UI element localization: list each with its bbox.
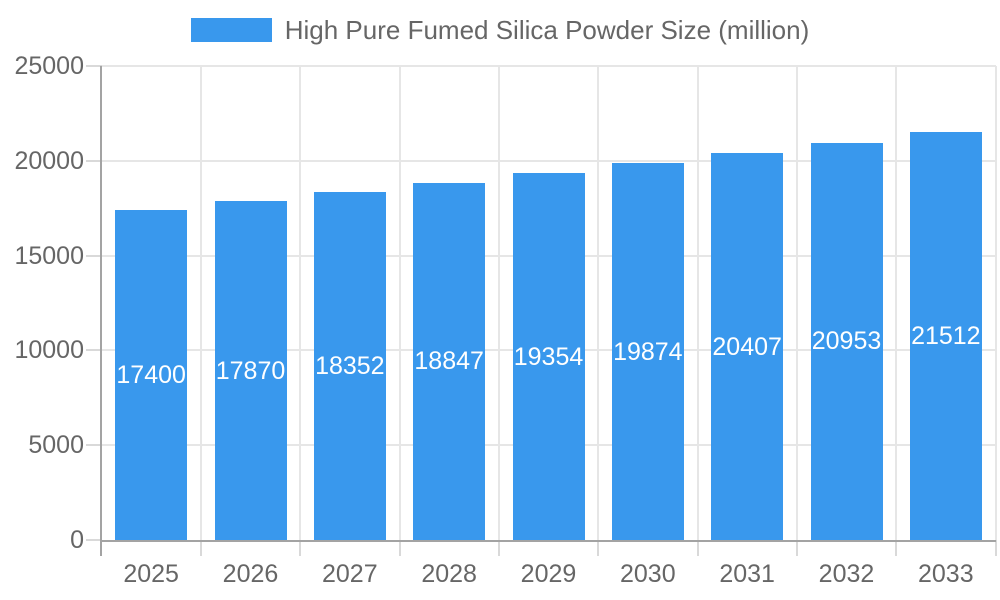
y-tick-label: 0	[70, 526, 84, 554]
v-gridline	[299, 66, 302, 540]
x-tick	[199, 540, 202, 556]
bar-value-label: 17400	[116, 361, 186, 390]
legend-item[interactable]: High Pure Fumed Silica Powder Size (mill…	[0, 15, 1000, 45]
y-tick	[85, 254, 102, 257]
v-gridline	[696, 66, 699, 540]
bar-value-label: 21512	[911, 322, 981, 351]
v-gridline	[199, 66, 202, 540]
x-tick-label: 2027	[322, 560, 378, 588]
v-gridline	[895, 66, 898, 540]
x-tick	[696, 540, 699, 556]
bar	[512, 173, 585, 540]
h-gridline	[101, 159, 996, 162]
x-tick-label: 2030	[620, 560, 676, 588]
bar-value-label: 20407	[712, 332, 782, 361]
v-gridline	[497, 66, 500, 540]
y-axis-line	[99, 66, 102, 556]
y-tick	[85, 65, 102, 67]
bar	[115, 210, 188, 540]
x-tick-label: 2028	[421, 560, 477, 588]
bar	[611, 163, 684, 540]
bar	[313, 192, 386, 540]
legend-label: High Pure Fumed Silica Powder Size (mill…	[284, 14, 810, 45]
x-tick-label: 2031	[719, 560, 775, 588]
v-gridline	[398, 66, 401, 540]
x-tick-label: 2032	[818, 560, 875, 588]
y-tick-label: 15000	[14, 241, 84, 270]
x-tick	[895, 540, 898, 556]
v-gridline	[795, 66, 798, 540]
v-gridline	[994, 66, 997, 540]
bar	[413, 182, 486, 540]
bar-value-label: 18847	[414, 347, 484, 376]
y-tick	[85, 349, 102, 352]
x-tick-label: 2026	[222, 560, 279, 588]
bar	[810, 142, 883, 540]
x-tick	[398, 540, 401, 556]
bar	[214, 201, 287, 540]
x-tick-label: 2029	[520, 560, 577, 588]
x-tick-label: 2025	[123, 560, 179, 588]
x-tick-label: 2033	[918, 560, 974, 588]
y-tick	[85, 159, 102, 162]
h-gridline	[101, 65, 996, 67]
x-tick	[299, 540, 302, 556]
y-tick-label: 20000	[14, 146, 84, 175]
y-tick-label: 25000	[14, 52, 84, 80]
legend-swatch	[190, 18, 272, 42]
bar-value-label: 19354	[513, 342, 584, 371]
bar-value-label: 20953	[811, 327, 882, 356]
x-tick	[795, 540, 798, 556]
bar-value-label: 17870	[215, 356, 286, 385]
bar-value-label: 18352	[315, 352, 385, 381]
y-tick-label: 10000	[14, 336, 84, 365]
x-tick	[597, 540, 600, 556]
bar	[909, 132, 982, 540]
y-tick	[85, 539, 102, 541]
v-gridline	[597, 66, 600, 540]
x-tick	[994, 540, 997, 556]
y-tick-label: 5000	[28, 431, 84, 460]
x-axis-line	[99, 540, 996, 542]
bar-value-label: 19874	[613, 337, 683, 366]
x-tick	[497, 540, 500, 556]
bar	[711, 153, 784, 540]
y-tick	[85, 444, 102, 447]
